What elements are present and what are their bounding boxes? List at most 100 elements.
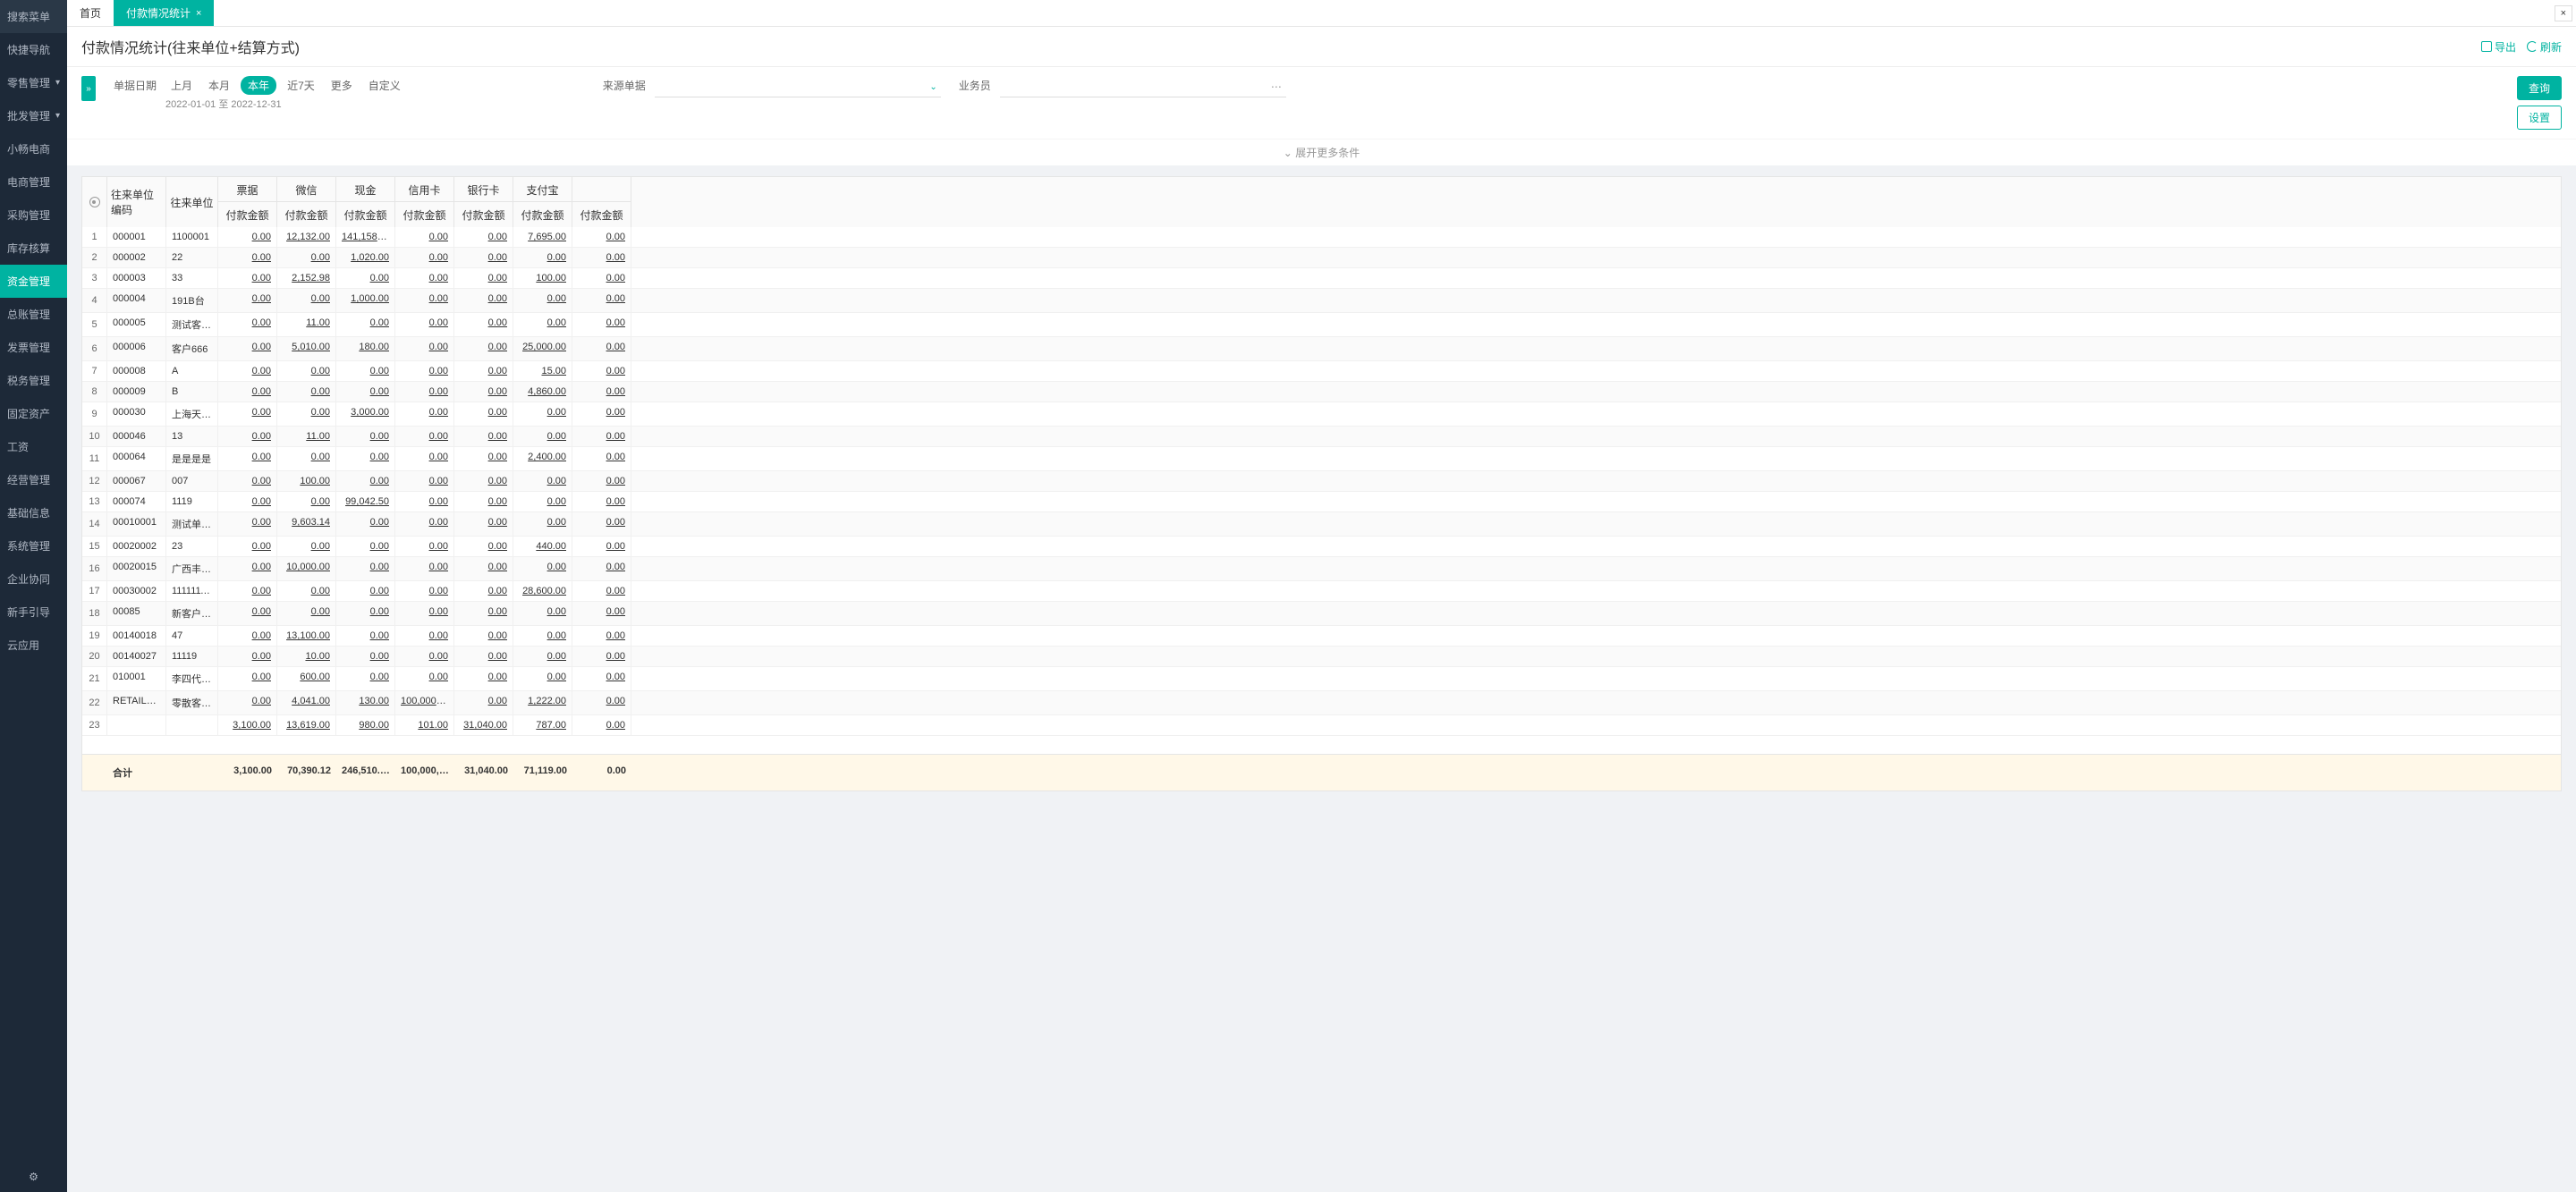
cell-amount[interactable]: 10.00 [277,647,336,666]
cell-amount[interactable]: 0.00 [572,447,631,470]
cell-amount[interactable]: 0.00 [454,667,513,690]
cell-amount[interactable]: 0.00 [218,512,277,536]
cell-amount[interactable]: 0.00 [218,602,277,625]
cell-amount[interactable]: 0.00 [277,289,336,312]
cell-amount[interactable]: 0.00 [454,382,513,402]
cell-amount[interactable]: 0.00 [454,602,513,625]
cell-amount[interactable]: 0.00 [395,248,454,267]
header-unit[interactable]: 往来单位 [166,177,217,227]
sidebar-item-12[interactable]: 固定资产 [0,397,67,430]
sidebar-item-6[interactable]: 采购管理 [0,199,67,232]
cell-amount[interactable]: 0.00 [572,313,631,336]
cell-amount[interactable]: 0.00 [218,471,277,491]
cell-amount[interactable]: 0.00 [336,471,395,491]
cell-amount[interactable]: 0.00 [336,268,395,288]
cell-amount[interactable]: 0.00 [277,248,336,267]
sidebar-item-9[interactable]: 总账管理 [0,298,67,331]
cell-amount[interactable]: 0.00 [572,402,631,426]
cell-amount[interactable]: 0.00 [218,691,277,714]
cell-amount[interactable]: 0.00 [572,361,631,381]
cell-amount[interactable]: 0.00 [336,626,395,646]
gear-icon[interactable] [89,197,100,207]
expand-more-button[interactable]: ⌄ 展开更多条件 [67,139,2576,165]
cell-amount[interactable]: 0.00 [572,691,631,714]
cell-amount[interactable]: 0.00 [336,581,395,601]
cell-amount[interactable]: 0.00 [572,471,631,491]
date-preset[interactable]: 上月 [165,76,198,95]
header-group[interactable]: 现金 [336,177,394,202]
cell-amount[interactable]: 0.00 [572,626,631,646]
sidebar-item-13[interactable]: 工资 [0,430,67,463]
cell-amount[interactable]: 0.00 [572,248,631,267]
header-sub[interactable]: 付款金额 [572,202,631,227]
cell-amount[interactable]: 0.00 [277,581,336,601]
sidebar-item-8[interactable]: 资金管理 [0,265,67,298]
cell-amount[interactable]: 31,040.00 [454,715,513,735]
cell-amount[interactable]: 0.00 [513,626,572,646]
cell-amount[interactable]: 0.00 [395,268,454,288]
header-group[interactable]: 信用卡 [395,177,453,202]
header-sub[interactable]: 付款金额 [218,202,276,227]
cell-amount[interactable]: 0.00 [572,602,631,625]
cell-amount[interactable]: 0.00 [395,382,454,402]
cell-amount[interactable]: 100,000,000.00 [395,691,454,714]
chevron-down-icon[interactable]: ⌄ [929,82,936,92]
date-preset[interactable]: 自定义 [363,76,406,95]
cell-amount[interactable]: 0.00 [277,537,336,556]
cell-amount[interactable]: 0.00 [395,667,454,690]
cell-amount[interactable]: 0.00 [336,447,395,470]
header-sub[interactable]: 付款金额 [336,202,394,227]
cell-amount[interactable]: 0.00 [454,361,513,381]
sidebar-item-0[interactable]: 搜索菜单 [0,0,67,33]
sidebar-item-3[interactable]: 批发管理▾ [0,99,67,132]
cell-amount[interactable]: 28,600.00 [513,581,572,601]
sidebar-item-1[interactable]: 快捷导航 [0,33,67,66]
cell-amount[interactable]: 0.00 [513,667,572,690]
cell-amount[interactable]: 0.00 [277,402,336,426]
cell-amount[interactable]: 0.00 [218,492,277,511]
sidebar-item-11[interactable]: 税务管理 [0,364,67,397]
cell-amount[interactable]: 0.00 [395,647,454,666]
cell-amount[interactable]: 0.00 [513,248,572,267]
cell-amount[interactable]: 3,100.00 [218,715,277,735]
cell-amount[interactable]: 0.00 [395,361,454,381]
cell-amount[interactable]: 0.00 [454,581,513,601]
cell-amount[interactable]: 0.00 [572,427,631,446]
cell-amount[interactable]: 180.00 [336,337,395,360]
cell-amount[interactable]: 1,000.00 [336,289,395,312]
cell-amount[interactable]: 0.00 [454,471,513,491]
cell-amount[interactable]: 141,158.11 [336,227,395,247]
tab-close-icon[interactable]: × [196,8,201,19]
cell-amount[interactable]: 0.00 [395,471,454,491]
cell-amount[interactable]: 0.00 [513,402,572,426]
cell-amount[interactable]: 0.00 [454,268,513,288]
header-group[interactable] [572,177,631,202]
tabs-close-all-button[interactable]: × [2555,5,2572,21]
cell-amount[interactable]: 0.00 [572,268,631,288]
cell-amount[interactable]: 0.00 [513,492,572,511]
cell-amount[interactable]: 0.00 [454,512,513,536]
cell-amount[interactable]: 0.00 [395,537,454,556]
cell-amount[interactable]: 3,000.00 [336,402,395,426]
cell-amount[interactable]: 0.00 [336,361,395,381]
sidebar-item-15[interactable]: 基础信息 [0,496,67,529]
cell-amount[interactable]: 100.00 [277,471,336,491]
cell-amount[interactable]: 0.00 [218,248,277,267]
cell-amount[interactable]: 0.00 [454,691,513,714]
sidebar-item-18[interactable]: 新手引导 [0,596,67,629]
header-sub[interactable]: 付款金额 [277,202,335,227]
cell-amount[interactable]: 11.00 [277,427,336,446]
cell-amount[interactable]: 13,100.00 [277,626,336,646]
cell-amount[interactable]: 0.00 [218,581,277,601]
cell-amount[interactable]: 0.00 [218,289,277,312]
cell-amount[interactable]: 0.00 [336,382,395,402]
cell-amount[interactable]: 0.00 [277,492,336,511]
cell-amount[interactable]: 7,695.00 [513,227,572,247]
cell-amount[interactable]: 0.00 [513,313,572,336]
date-preset[interactable]: 近7天 [282,76,320,95]
cell-amount[interactable]: 0.00 [572,512,631,536]
cell-amount[interactable]: 0.00 [218,626,277,646]
cell-amount[interactable]: 0.00 [277,447,336,470]
cell-amount[interactable]: 0.00 [395,492,454,511]
cell-amount[interactable]: 4,860.00 [513,382,572,402]
